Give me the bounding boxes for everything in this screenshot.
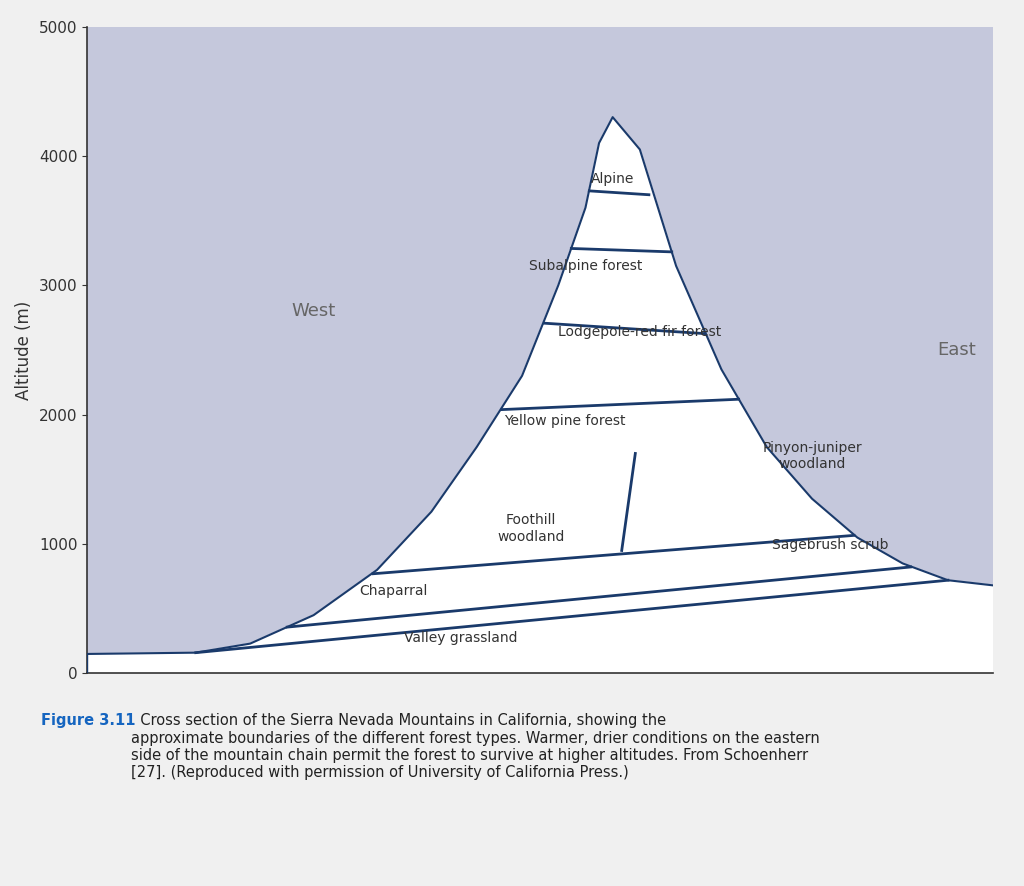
Polygon shape [87,117,993,673]
Text: Chaparral: Chaparral [359,584,427,597]
Text: Lodgepole-red fir forest: Lodgepole-red fir forest [558,325,722,338]
Text: Valley grassland: Valley grassland [404,632,518,645]
Text: Sagebrush scrub: Sagebrush scrub [772,539,889,552]
Text: Subalpine forest: Subalpine forest [528,259,642,273]
Text: Alpine: Alpine [591,172,634,186]
Text: East: East [938,341,977,359]
Text: Yellow pine forest: Yellow pine forest [504,414,626,428]
Text: Pinyon-juniper
woodland: Pinyon-juniper woodland [762,441,862,471]
Text: Figure 3.11: Figure 3.11 [41,713,135,728]
Text: Cross section of the Sierra Nevada Mountains in California, showing the
approxim: Cross section of the Sierra Nevada Mount… [131,713,820,781]
Text: Foothill
woodland: Foothill woodland [498,513,565,544]
Y-axis label: Altitude (m): Altitude (m) [15,300,33,400]
Text: West: West [292,302,336,320]
